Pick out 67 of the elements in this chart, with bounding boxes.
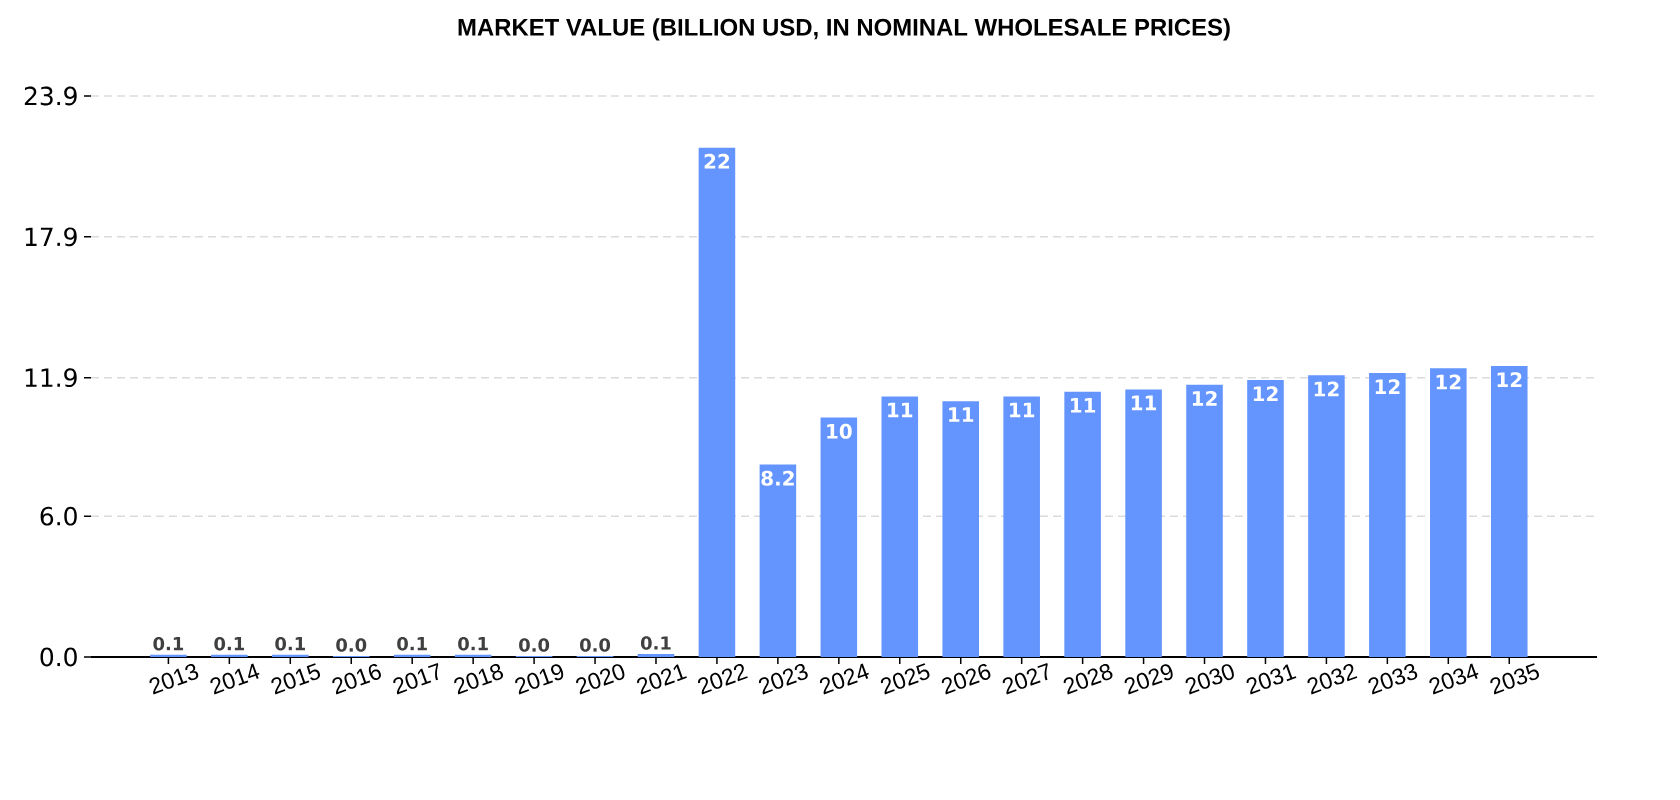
- x-tick-label: 2033: [1368, 664, 1418, 695]
- bar: [637, 653, 675, 657]
- data-label: 11: [1071, 397, 1096, 413]
- data-label: 11: [1010, 402, 1035, 418]
- data-label: 0.1: [153, 636, 184, 651]
- data-label: 11: [949, 407, 974, 422]
- x-tick-label: 2030: [1185, 664, 1234, 695]
- x-tick-label: 2034: [1429, 663, 1479, 695]
- x-tick-label: 2027: [1002, 662, 1048, 695]
- x-tick-label: 2019: [515, 664, 564, 695]
- x-tick-label: 2013: [149, 664, 199, 695]
- bar: [1247, 380, 1284, 657]
- y-tick-label: 6.0: [40, 506, 77, 526]
- data-label: 0.1: [214, 636, 245, 651]
- x-tick-label: 2024: [819, 663, 869, 695]
- y-tick-label: 17.9: [25, 227, 77, 247]
- data-label: 0.1: [458, 636, 488, 651]
- x-tick-label: 2017: [393, 662, 439, 695]
- x-tick-label: 2020: [576, 664, 625, 695]
- bar: [820, 417, 858, 657]
- x-tick-label: 2026: [941, 664, 991, 695]
- y-tick-label: 0.0: [40, 647, 77, 667]
- data-label: 12: [1497, 372, 1522, 387]
- bar: [1064, 391, 1101, 657]
- data-label: 0.0: [580, 638, 611, 652]
- y-tick-label: 11.9: [25, 368, 77, 388]
- data-label: 12: [1253, 386, 1278, 401]
- x-tick-label: 2032: [1307, 664, 1358, 695]
- x-tick-label: 2023: [758, 664, 808, 695]
- bar: [1003, 396, 1040, 657]
- chart-title: MARKET VALUE (BILLION USD, IN NOMINAL WHOLESALE PRICES): [458, 18, 1230, 41]
- x-tick-label: 2031: [1246, 664, 1297, 695]
- data-label: 22: [704, 153, 730, 169]
- bar: [1125, 389, 1162, 657]
- data-label: 0.0: [519, 638, 550, 652]
- bar: [1369, 372, 1406, 657]
- x-tick-label: 2021: [637, 664, 687, 695]
- bar: [881, 396, 919, 657]
- x-tick-label: 2028: [1063, 664, 1113, 695]
- bar: [759, 464, 797, 657]
- bar: [698, 147, 736, 657]
- data-label: 12: [1375, 379, 1400, 394]
- data-label: 12: [1314, 381, 1339, 397]
- x-tick-label: 2016: [332, 664, 381, 695]
- bar: [1430, 368, 1467, 657]
- x-tick-label: 2025: [880, 663, 930, 695]
- x-tick-label: 2018: [454, 664, 504, 695]
- y-tick-label: 23.9: [24, 86, 77, 106]
- data-label: 11: [1131, 395, 1157, 411]
- bar: [1308, 375, 1345, 657]
- data-label: 11: [888, 402, 913, 418]
- bar: [1186, 384, 1223, 657]
- data-label: 12: [1192, 390, 1217, 406]
- data-label: 0.1: [397, 636, 427, 651]
- x-tick-label: 2029: [1124, 664, 1173, 695]
- data-label: 0.0: [336, 638, 367, 652]
- data-label: 12: [1436, 374, 1461, 390]
- x-tick-label: 2014: [210, 663, 260, 695]
- data-label: 8.2: [761, 470, 794, 486]
- x-tick-label: 2035: [1490, 663, 1539, 695]
- x-tick-label: 2015: [271, 663, 321, 695]
- x-tick-label: 2022: [698, 664, 748, 695]
- data-label: 10: [827, 423, 852, 439]
- data-label: 0.1: [640, 636, 671, 650]
- bar: [1490, 365, 1528, 657]
- bar: [942, 401, 980, 657]
- data-label: 0.1: [275, 636, 305, 651]
